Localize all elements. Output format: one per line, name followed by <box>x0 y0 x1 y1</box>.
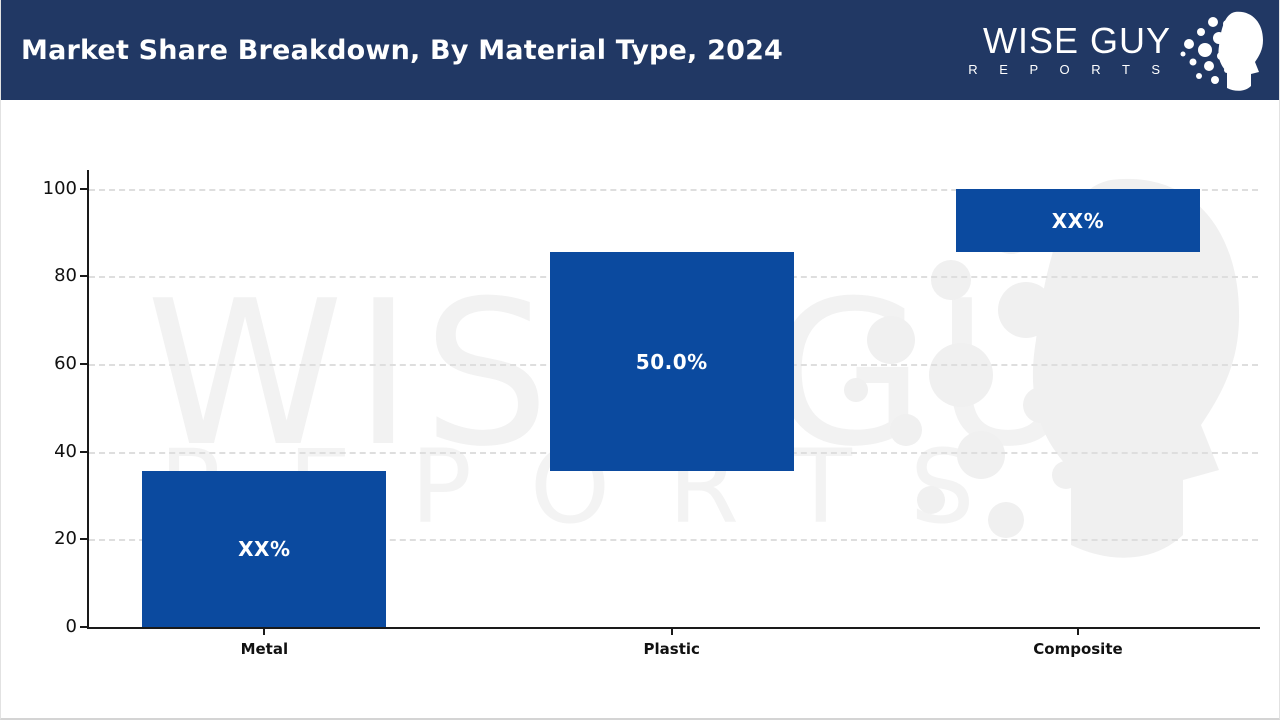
y-tick-label-20: 20 <box>54 528 77 550</box>
bar-value-label-metal: XX% <box>238 537 291 562</box>
bar-value-label-composite: XX% <box>1051 208 1105 233</box>
x-tick-mark-plastic <box>670 629 673 635</box>
header-bar: Market Share Breakdown, By Material Type… <box>1 0 1279 100</box>
page-title: Market Share Breakdown, By Material Type… <box>21 34 784 66</box>
logo-line2: R E P O R T S <box>968 62 1169 77</box>
y-tick-mark-100 <box>80 187 87 190</box>
plot-area: XX% 50.0% XX% <box>89 170 1258 627</box>
y-tick-label-0: 0 <box>65 616 77 637</box>
gridline-y100 <box>89 188 1258 191</box>
y-tick-mark-80 <box>80 275 87 278</box>
x-category-label-composite: Composite <box>1033 640 1123 658</box>
x-tick-mark-metal <box>263 629 266 635</box>
bar-value-label-plastic: 50.0% <box>635 349 708 374</box>
logo-head-icon <box>1180 11 1263 91</box>
bar-metal: XX% <box>142 471 387 627</box>
logo-wordmark: WISE GUY R E P O R T S <box>968 20 1171 78</box>
wise-guy-logo: WISE GUY R E P O R T S <box>968 6 1279 94</box>
bar-composite: XX% <box>955 188 1200 253</box>
y-axis-line <box>87 170 89 629</box>
y-tick-mark-60 <box>80 363 87 366</box>
bar-plastic: 50.0% <box>549 252 794 472</box>
y-tick-label-60: 60 <box>54 353 77 375</box>
x-axis-line <box>87 627 1260 629</box>
x-category-label-plastic: Plastic <box>643 640 700 658</box>
x-category-label-metal: Metal <box>240 640 289 658</box>
x-tick-mark-composite <box>1076 629 1079 635</box>
logo-line1: WISE GUY <box>982 20 1171 61</box>
gridline-y20 <box>89 539 1258 542</box>
y-tick-label-40: 40 <box>54 440 77 462</box>
y-tick-mark-40 <box>80 450 87 453</box>
y-tick-label-100: 100 <box>42 177 77 199</box>
y-tick-mark-20 <box>80 538 87 541</box>
y-tick-mark-0 <box>80 626 87 628</box>
y-tick-label-80: 80 <box>54 265 77 287</box>
